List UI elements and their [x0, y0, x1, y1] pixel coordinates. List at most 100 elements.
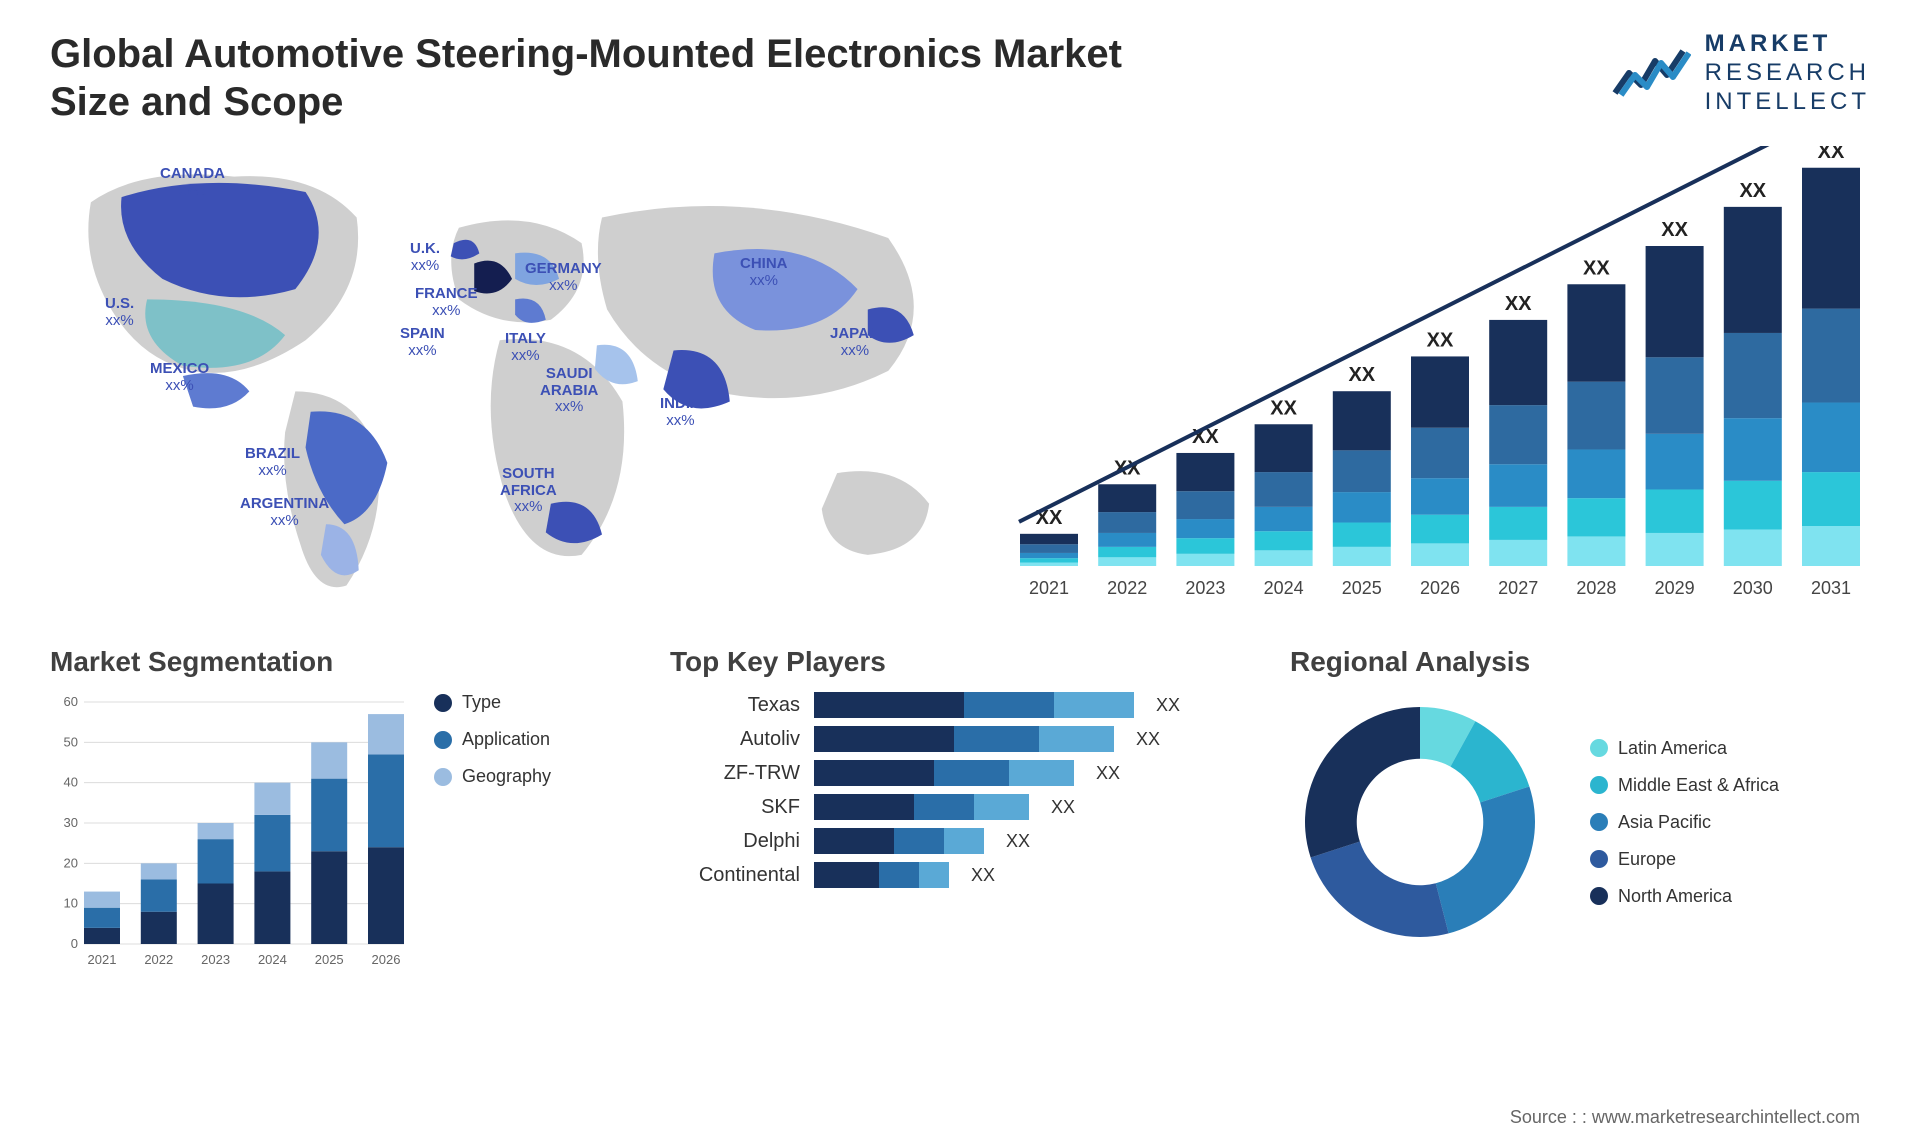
donut-slice [1305, 707, 1420, 858]
regional-legend-item: Asia Pacific [1590, 812, 1779, 833]
donut-slice [1436, 786, 1535, 933]
brand-logo: MARKET RESEARCH INTELLECT [1611, 30, 1870, 116]
logo-icon [1611, 43, 1691, 103]
logo-line2: RESEARCH [1705, 59, 1870, 88]
growth-bar-segment [1411, 356, 1469, 427]
keyplayers-title: Top Key Players [670, 646, 1250, 678]
segmentation-bar-segment [198, 823, 234, 839]
map-label: U.K.xx% [410, 241, 440, 274]
svg-text:40: 40 [64, 775, 78, 790]
growth-value-label: XX [1505, 293, 1532, 315]
segmentation-bar-segment [311, 851, 347, 944]
growth-year-tick: 2026 [1420, 578, 1460, 598]
segmentation-bar-segment [141, 879, 177, 911]
growth-bar-segment [1020, 558, 1078, 562]
growth-bar-segment [1411, 515, 1469, 544]
growth-bar-segment [1646, 434, 1704, 490]
keyplayers-list: TexasXXAutolivXXZF-TRWXXSKFXXDelphiXXCon… [670, 692, 1250, 888]
svg-text:2026: 2026 [372, 952, 401, 967]
svg-text:60: 60 [64, 694, 78, 709]
segmentation-bar-segment [311, 742, 347, 778]
growth-bar-segment [1489, 464, 1547, 507]
growth-year-tick: 2028 [1576, 578, 1616, 598]
donut-slice [1311, 842, 1449, 937]
growth-year-tick: 2024 [1264, 578, 1304, 598]
growth-bar-segment [1333, 547, 1391, 566]
segmentation-panel: Market Segmentation 01020304050602021202… [50, 646, 630, 972]
map-label: BRAZILxx% [245, 446, 300, 479]
growth-bar-segment [1255, 531, 1313, 550]
footer-source: Source : : www.marketresearchintellect.c… [1510, 1107, 1860, 1128]
svg-text:2023: 2023 [201, 952, 230, 967]
svg-text:0: 0 [71, 936, 78, 951]
keyplayer-value: XX [1136, 729, 1160, 750]
growth-bar-segment [1802, 526, 1860, 566]
map-label: GERMANYxx% [525, 261, 602, 294]
growth-bar-segment [1098, 512, 1156, 533]
keyplayer-row: ContinentalXX [670, 862, 1250, 888]
growth-year-tick: 2029 [1655, 578, 1695, 598]
segmentation-bar-segment [254, 871, 290, 944]
growth-bar-segment [1489, 405, 1547, 464]
keyplayer-bar [814, 760, 1074, 786]
keyplayer-name: SKF [670, 796, 800, 819]
svg-text:2021: 2021 [88, 952, 117, 967]
regional-legend-item: Europe [1590, 849, 1779, 870]
growth-bar-segment [1802, 403, 1860, 473]
map-label: CHINAxx% [740, 256, 788, 289]
regional-title: Regional Analysis [1290, 646, 1870, 678]
growth-bar-segment [1802, 309, 1860, 403]
growth-year-tick: 2025 [1342, 578, 1382, 598]
segmentation-bar-segment [141, 863, 177, 879]
segmentation-bar-segment [84, 908, 120, 928]
growth-bar-segment [1567, 284, 1625, 381]
segmentation-title: Market Segmentation [50, 646, 630, 678]
regional-panel: Regional Analysis Latin AmericaMiddle Ea… [1290, 646, 1870, 972]
growth-bar-segment [1255, 424, 1313, 472]
growth-bar-segment [1098, 557, 1156, 566]
growth-bar-segment [1333, 523, 1391, 547]
map-label: FRANCExx% [415, 286, 478, 319]
growth-year-tick: 2030 [1733, 578, 1773, 598]
logo-line1: MARKET [1705, 30, 1832, 57]
growth-bar-segment [1724, 481, 1782, 530]
keyplayer-value: XX [1096, 763, 1120, 784]
map-label: INDIAxx% [660, 396, 701, 429]
keyplayer-name: Continental [670, 864, 800, 887]
growth-value-label: XX [1661, 219, 1688, 241]
segmentation-bar-segment [368, 714, 404, 754]
growth-bar-segment [1176, 491, 1234, 519]
growth-bar-segment [1255, 550, 1313, 566]
segmentation-legend-item: Application [434, 729, 551, 750]
keyplayers-panel: Top Key Players TexasXXAutolivXXZF-TRWXX… [670, 646, 1250, 972]
regional-legend-item: Middle East & Africa [1590, 775, 1779, 796]
growth-bar-segment [1646, 357, 1704, 434]
map-label: MEXICOxx% [150, 361, 209, 394]
map-label: SPAINxx% [400, 326, 445, 359]
growth-year-tick: 2027 [1498, 578, 1538, 598]
map-label: ARGENTINAxx% [240, 496, 329, 529]
map-label: SAUDIARABIAxx% [540, 366, 598, 416]
growth-bar-segment [1098, 547, 1156, 557]
growth-bar-segment [1020, 544, 1078, 553]
keyplayer-name: Texas [670, 694, 800, 717]
segmentation-bar-segment [84, 928, 120, 944]
svg-text:2025: 2025 [315, 952, 344, 967]
growth-value-label: XX [1583, 257, 1610, 279]
growth-value-label: XX [1348, 364, 1375, 386]
keyplayer-bar [814, 862, 949, 888]
growth-bar-segment [1098, 484, 1156, 512]
logo-text: MARKET RESEARCH INTELLECT [1705, 30, 1870, 116]
segmentation-legend: TypeApplicationGeography [434, 692, 551, 972]
keyplayer-value: XX [1051, 797, 1075, 818]
growth-bar-segment [1489, 507, 1547, 540]
keyplayer-name: Autoliv [670, 728, 800, 751]
keyplayer-row: ZF-TRWXX [670, 760, 1250, 786]
growth-bar-segment [1724, 418, 1782, 481]
growth-bar-segment [1255, 472, 1313, 507]
segmentation-chart: 0102030405060202120222023202420252026 [50, 692, 410, 972]
growth-year-tick: 2023 [1185, 578, 1225, 598]
regional-legend: Latin AmericaMiddle East & AfricaAsia Pa… [1590, 738, 1779, 907]
keyplayer-row: Autoliv XX [670, 726, 1250, 752]
growth-bar-segment [1724, 529, 1782, 566]
